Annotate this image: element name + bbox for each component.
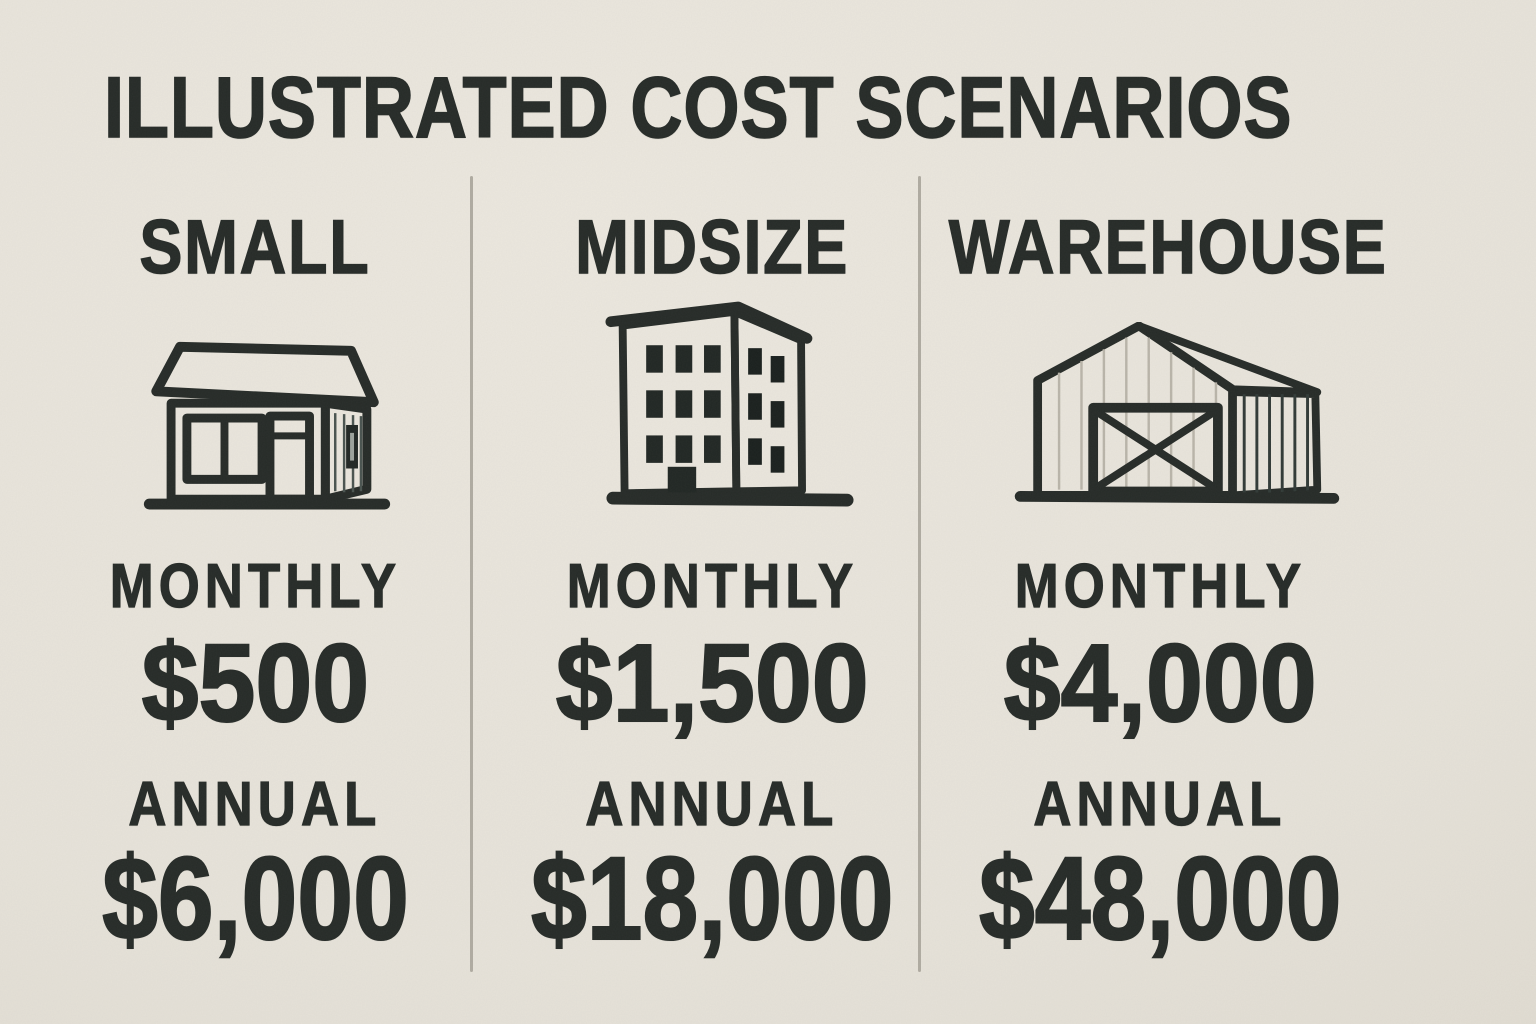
scenario-column-warehouse: WAREHOUSE — [910, 0, 1410, 1024]
scenario-column-small: SMALL — [0, 0, 510, 1024]
small-building-icon — [0, 288, 510, 512]
midsize-building-icon — [462, 288, 962, 512]
scenario-column-midsize: MIDSIZE — [462, 0, 962, 1024]
scenario-label: SMALL — [139, 205, 371, 290]
annual-label: ANNUAL — [1033, 770, 1287, 839]
annual-cost-value: $6,000 — [101, 833, 409, 965]
monthly-label: MONTHLY — [1014, 552, 1306, 621]
monthly-cost-value: $4,000 — [1003, 622, 1318, 745]
annual-label: ANNUAL — [128, 770, 382, 839]
monthly-label: MONTHLY — [109, 552, 401, 621]
scenario-label: WAREHOUSE — [948, 205, 1388, 290]
annual-cost-value: $48,000 — [978, 833, 1342, 965]
monthly-label: MONTHLY — [566, 552, 858, 621]
warehouse-icon — [910, 288, 1410, 512]
annual-cost-value: $18,000 — [530, 833, 894, 965]
monthly-cost-value: $1,500 — [555, 622, 870, 745]
monthly-cost-value: $500 — [140, 622, 369, 745]
annual-label: ANNUAL — [585, 770, 839, 839]
scenario-label: MIDSIZE — [574, 205, 849, 290]
